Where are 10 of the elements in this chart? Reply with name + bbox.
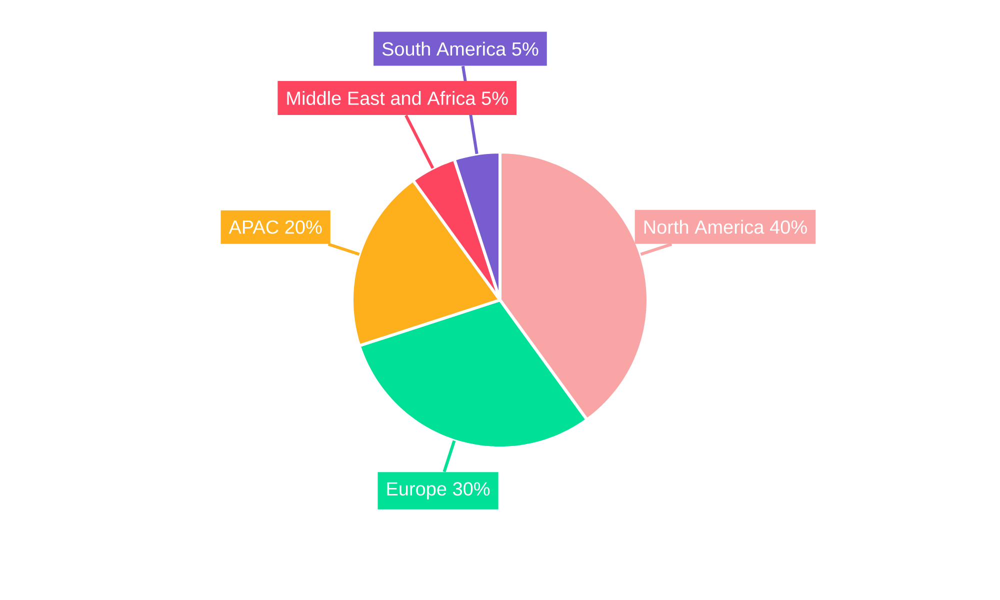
data-label: 5%	[482, 92, 508, 105]
data-label: 20%	[285, 220, 322, 234]
slice-label: Middle East and Africa	[287, 91, 476, 105]
slice-label: North America	[644, 220, 764, 234]
slice-label: APAC	[228, 220, 278, 234]
data-label: 5%	[512, 42, 538, 56]
data-label: 40%	[770, 220, 807, 234]
data-label: 30%	[453, 482, 490, 496]
slice-label: South America	[382, 42, 506, 56]
slice-label: Europe	[387, 482, 446, 500]
